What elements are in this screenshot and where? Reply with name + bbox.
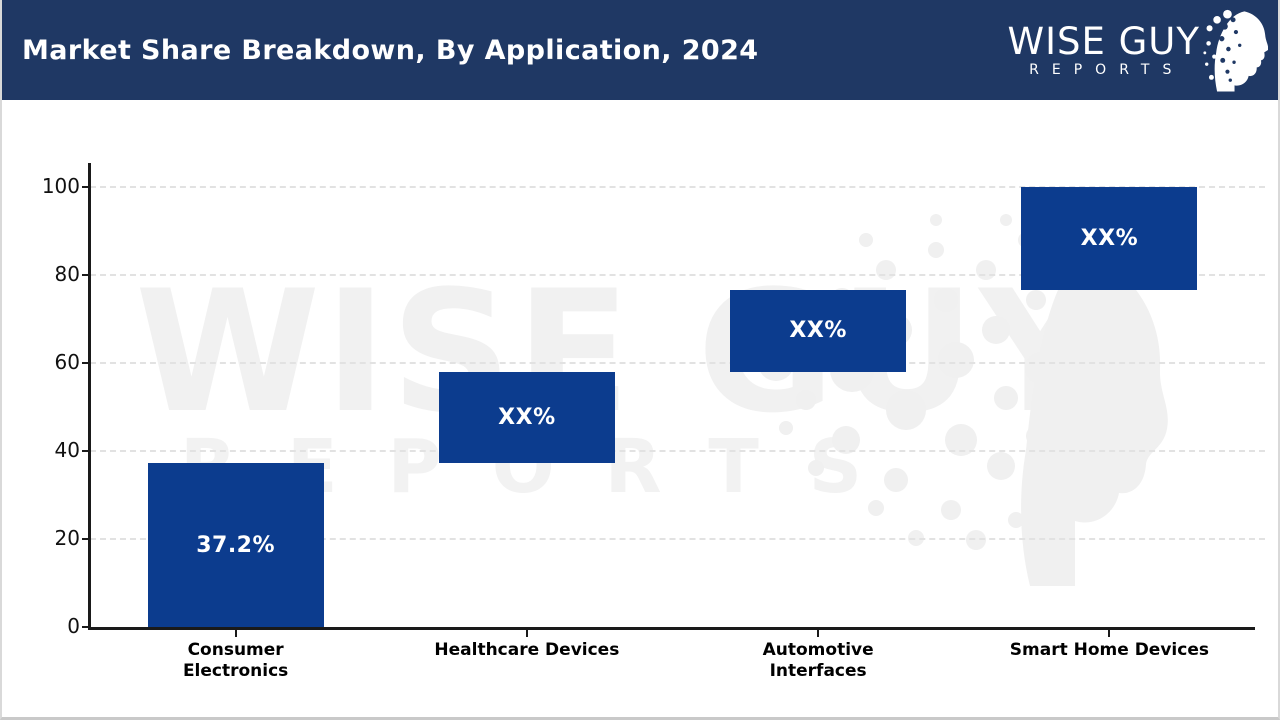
wise-guy-reports-logo: WISE GUY REPORTS <box>1008 7 1278 93</box>
y-tick-label: 0 <box>67 614 80 638</box>
header-bar: Market Share Breakdown, By Application, … <box>2 0 1278 100</box>
bar: XX% <box>730 289 907 372</box>
y-tick-mark <box>82 186 90 188</box>
bar: 37.2% <box>147 463 324 627</box>
bar-value-label: XX% <box>1080 225 1139 251</box>
y-tick-label: 40 <box>54 438 80 462</box>
category-label-line: Consumer <box>187 640 284 660</box>
category-label-line: Interfaces <box>769 661 867 682</box>
y-tick-mark <box>82 450 90 452</box>
y-tick-label: 60 <box>54 350 80 374</box>
bar: XX% <box>1021 187 1198 290</box>
gridline <box>90 274 1265 276</box>
gridline <box>90 362 1265 364</box>
logo-text: WISE GUY REPORTS <box>1008 23 1200 77</box>
y-tick-label: 80 <box>54 262 80 286</box>
category-label: Automotive Interfaces <box>688 640 948 683</box>
bar-value-label: XX% <box>789 318 847 344</box>
gridline <box>90 538 1265 540</box>
bar-value-label: XX% <box>498 405 556 431</box>
x-tick-mark <box>525 630 528 637</box>
y-tick-mark <box>82 274 90 276</box>
category-label: Healthcare Devices <box>397 640 657 661</box>
category-label-line: Healthcare Devices <box>434 640 620 660</box>
bar: XX% <box>438 371 615 464</box>
y-tick-mark <box>82 362 90 364</box>
logo-subtitle: REPORTS <box>1029 62 1185 78</box>
category-label: Smart Home Devices <box>979 640 1239 661</box>
y-axis-line <box>88 163 91 630</box>
bar-value-label: 37.2% <box>196 532 276 558</box>
x-tick-mark <box>817 630 820 637</box>
y-tick-label: 20 <box>54 526 80 550</box>
logo-wordmark: WISE GUY <box>1007 20 1200 63</box>
page-title: Market Share Breakdown, By Application, … <box>22 34 759 66</box>
x-axis-line <box>88 627 1255 630</box>
y-tick-mark <box>82 626 90 628</box>
category-label-line: Electronics <box>182 661 289 682</box>
y-tick-mark <box>82 538 90 540</box>
gridline <box>90 186 1265 188</box>
head-profile-icon <box>1203 9 1268 92</box>
gridline <box>90 450 1265 452</box>
x-tick-mark <box>234 630 237 637</box>
category-label-line: Smart Home Devices <box>1009 640 1209 660</box>
x-tick-mark <box>1108 630 1111 637</box>
y-tick-label: 100 <box>41 174 80 198</box>
category-label-line: Automotive <box>762 640 874 660</box>
category-label: Consumer Electronics <box>106 640 366 683</box>
